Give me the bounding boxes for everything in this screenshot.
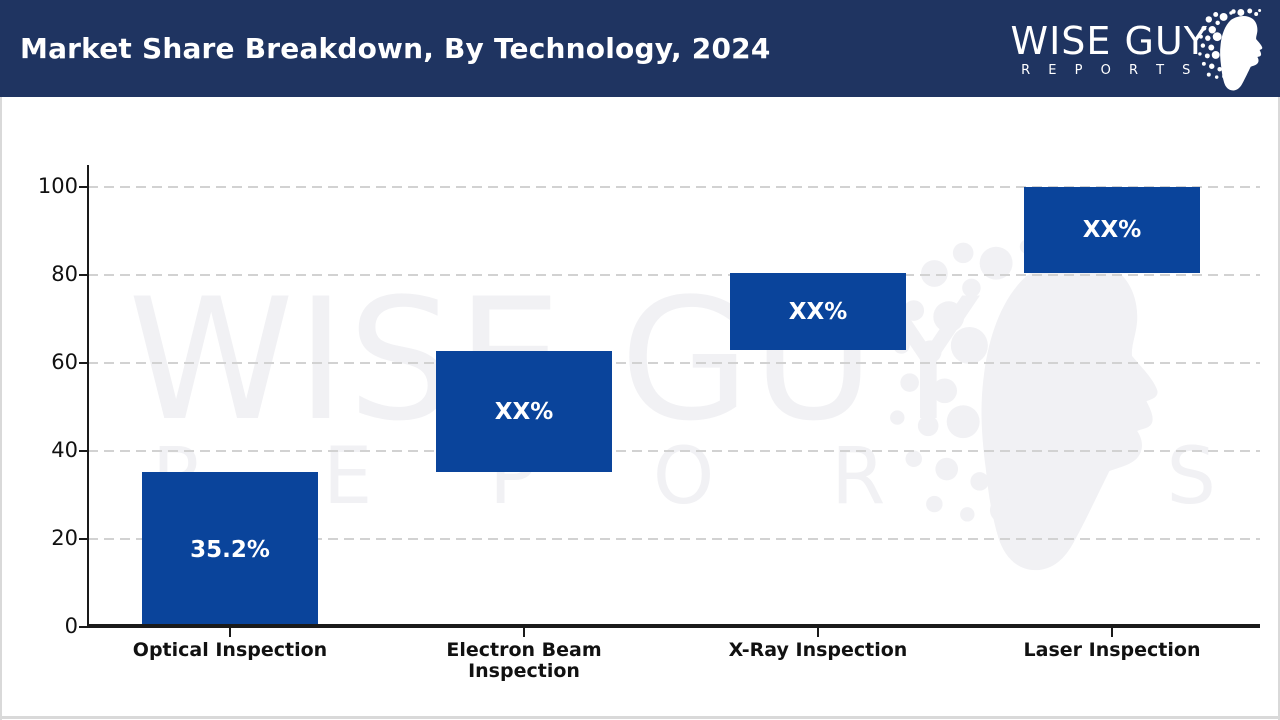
- x-axis-tick-3: [817, 628, 819, 637]
- bar-value-label: XX%: [1082, 216, 1142, 243]
- x-axis-tick-4: [1111, 628, 1113, 637]
- y-axis-tick-40: [79, 450, 88, 452]
- card-border-bottom: [0, 716, 1280, 719]
- bar-value-label: 35.2%: [190, 536, 270, 563]
- bar-value-label: XX%: [788, 298, 848, 325]
- y-tick-label-100: 100: [37, 174, 78, 198]
- logo-subtext: R E P O R T S: [1021, 62, 1198, 78]
- y-axis-tick-100: [79, 186, 88, 188]
- y-tick-label-20: 20: [51, 526, 78, 550]
- header-bar: Market Share Breakdown, By Technology, 2…: [0, 0, 1280, 97]
- gridline-40: [88, 450, 1260, 452]
- y-axis-tick-80: [79, 274, 88, 276]
- y-tick-label-0: 0: [64, 614, 78, 638]
- bar-3: XX%: [730, 273, 906, 351]
- bar-2: XX%: [436, 351, 612, 473]
- chart-title: Market Share Breakdown, By Technology, 2…: [20, 32, 771, 65]
- x-axis-tick-2: [523, 628, 525, 637]
- gridline-20: [88, 538, 1260, 540]
- x-tick-label-4: Laser Inspection: [1023, 639, 1201, 661]
- gridline-100: [88, 186, 1260, 188]
- y-axis-tick-0: [79, 626, 88, 628]
- card-border-left: [0, 97, 2, 720]
- logo-text: WISE GUY R E P O R T S: [1011, 21, 1208, 78]
- gridline-60: [88, 362, 1260, 364]
- y-axis-spine: [87, 165, 89, 627]
- gridline-80: [88, 274, 1260, 276]
- x-axis-line: [87, 624, 1260, 628]
- y-tick-label-60: 60: [51, 350, 78, 374]
- y-tick-label-40: 40: [51, 438, 78, 462]
- card-border-right: [1278, 97, 1280, 720]
- y-axis-tick-20: [79, 538, 88, 540]
- bar-value-label: XX%: [494, 398, 554, 425]
- logo-wordmark: WISE GUY: [1010, 18, 1208, 63]
- x-tick-label-3: X-Ray Inspection: [728, 639, 908, 661]
- bar-4: XX%: [1024, 187, 1200, 273]
- y-axis-tick-60: [79, 362, 88, 364]
- x-tick-label-2: Electron Beam Inspection: [446, 639, 602, 682]
- wise-guy-logo: WISE GUY R E P O R T S: [1011, 4, 1268, 94]
- y-tick-label-80: 80: [51, 262, 78, 286]
- x-tick-label-1: Optical Inspection: [132, 639, 328, 661]
- bar-1: 35.2%: [142, 472, 318, 627]
- x-axis-tick-1: [229, 628, 231, 637]
